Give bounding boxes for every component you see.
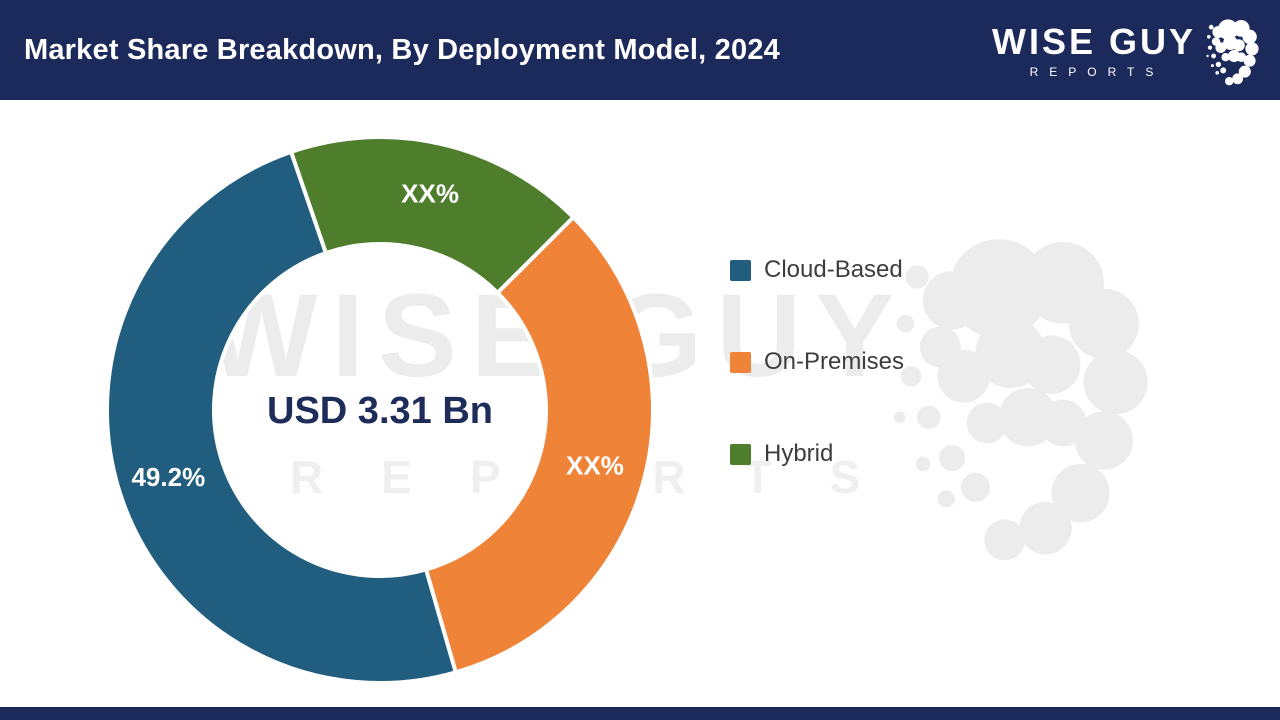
logo: WISE GUY REPORTS [992, 13, 1264, 87]
legend-label-on-premises: On-Premises [764, 348, 905, 375]
slice-label-cloud-based: 49.2% [131, 462, 205, 492]
legend-label-hybrid: Hybrid [764, 440, 834, 467]
page-title: Market Share Breakdown, By Deployment Mo… [24, 33, 780, 66]
legend-label-cloud-based: Cloud-Based [764, 256, 903, 283]
donut-slice-cloud-based [105, 149, 458, 685]
logo-reports-text: REPORTS [1029, 65, 1165, 79]
donut-chart: 49.2% XX% XX% USD 3.31 Bn [105, 135, 655, 685]
head-profile-icon [1206, 19, 1259, 86]
donut-slice-hybrid [289, 135, 576, 295]
slice-label-on-premises: XX% [566, 451, 624, 481]
legend-item-hybrid: Hybrid [730, 440, 904, 468]
header: Market Share Breakdown, By Deployment Mo… [0, 0, 1280, 100]
legend-swatch-on-premises [730, 351, 751, 373]
logo-text: WISE GUY REPORTS [992, 21, 1196, 79]
watermark-head-icon [893, 239, 1148, 561]
footer-bar [0, 707, 1280, 720]
donut-slices: 49.2% XX% XX% [105, 135, 655, 685]
legend: Cloud-Based On-Premises Hybrid [730, 256, 904, 532]
legend-item-cloud-based: Cloud-Based [730, 256, 904, 284]
legend-swatch-cloud-based [730, 259, 751, 281]
slice-label-hybrid: XX% [401, 179, 459, 209]
legend-swatch-hybrid [730, 443, 751, 465]
donut-slice-on-premises [424, 215, 655, 675]
donut-center-label: USD 3.31 Bn [267, 390, 493, 432]
logo-wiseguy-text: WISE GUY [991, 21, 1196, 62]
legend-item-on-premises: On-Premises [730, 348, 904, 376]
